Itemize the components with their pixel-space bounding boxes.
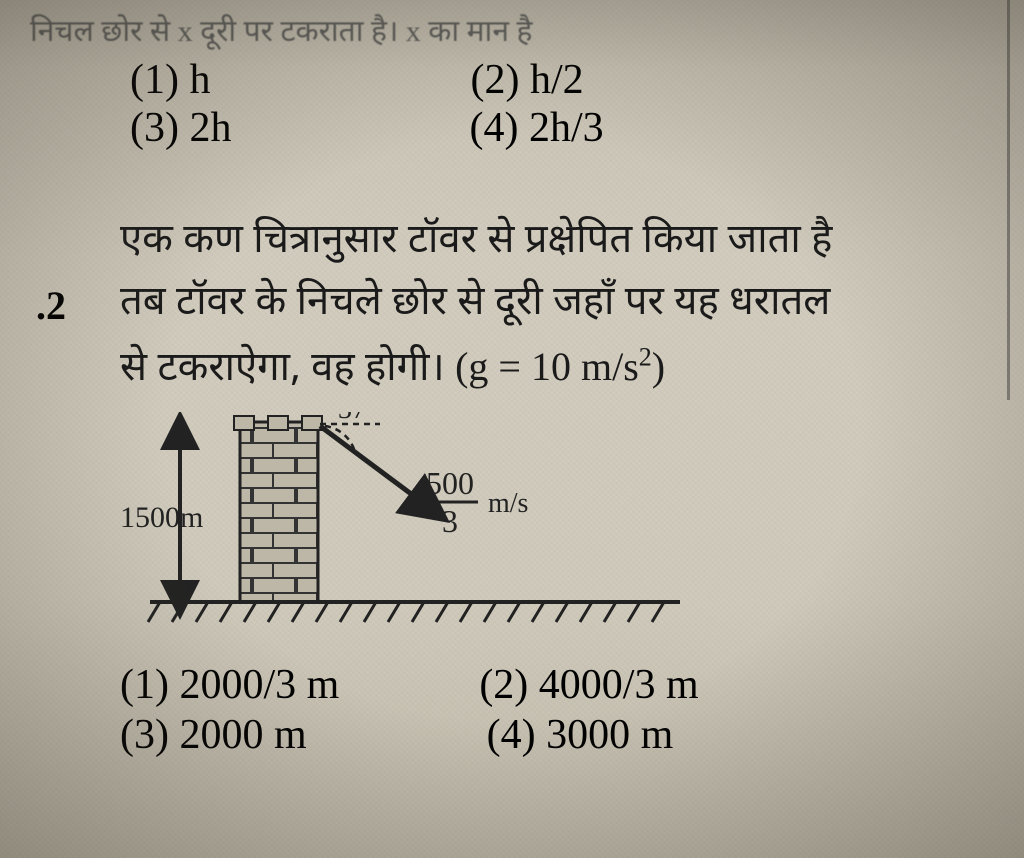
question-number: .2 <box>36 282 66 329</box>
question-line-2: तब टॉवर के निचले छोर से दूरी जहाँ पर यह … <box>120 279 830 331</box>
prev-option-2: (2) h/2 <box>470 56 583 104</box>
diagram-vel-unit: m/s <box>488 488 528 519</box>
diagram-vel-num: 500 <box>426 465 474 501</box>
answers-row-2: (3) 2000 m (4) 3000 m <box>120 711 984 759</box>
answer-option-4: (4) 3000 m <box>487 711 674 759</box>
prev-options-row-2: (3) 2h (4) 2h/3 <box>130 104 984 152</box>
page-right-rule <box>1007 0 1010 400</box>
question-formula: (g = 10 m/s2) <box>455 344 665 389</box>
prev-options-row-1: (1) h (2) h/2 <box>130 56 984 104</box>
diagram: 1500m 37° 500 3 m/s <box>120 412 984 647</box>
prev-option-1: (1) h <box>130 56 210 104</box>
question-line-1: एक कण चित्रानुसार टॉवर से प्रक्षेपित किय… <box>120 217 832 269</box>
answers-row-1: (1) 2000/3 m (2) 4000/3 m <box>120 661 984 709</box>
answer-option-3: (3) 2000 m <box>120 711 307 759</box>
answer-option-2: (2) 4000/3 m <box>479 661 698 709</box>
diagram-vel-den: 3 <box>442 503 458 539</box>
cropped-prev-line: निचल छोर से x दूरी पर टकराता है। x का मा… <box>30 14 984 50</box>
cropped-prev-text: निचल छोर से x दूरी पर टकराता है। x का मा… <box>30 15 532 48</box>
question-text: एक कण चित्रानुसार टॉवर से प्रक्षेपित किय… <box>120 212 974 402</box>
answer-option-1: (1) 2000/3 m <box>120 661 339 709</box>
prev-option-3: (3) 2h <box>130 104 231 152</box>
prev-option-4: (4) 2h/3 <box>469 104 603 152</box>
page: निचल छोर से x दूरी पर टकराता है। x का मा… <box>0 0 1024 858</box>
diagram-height-label: 1500m <box>120 501 203 534</box>
diagram-angle-label: 37° <box>338 412 377 425</box>
question-line-3: से टकराऐगा, वह होगी। <box>120 345 455 397</box>
diagram-svg: 1500m 37° 500 3 m/s <box>120 412 740 642</box>
